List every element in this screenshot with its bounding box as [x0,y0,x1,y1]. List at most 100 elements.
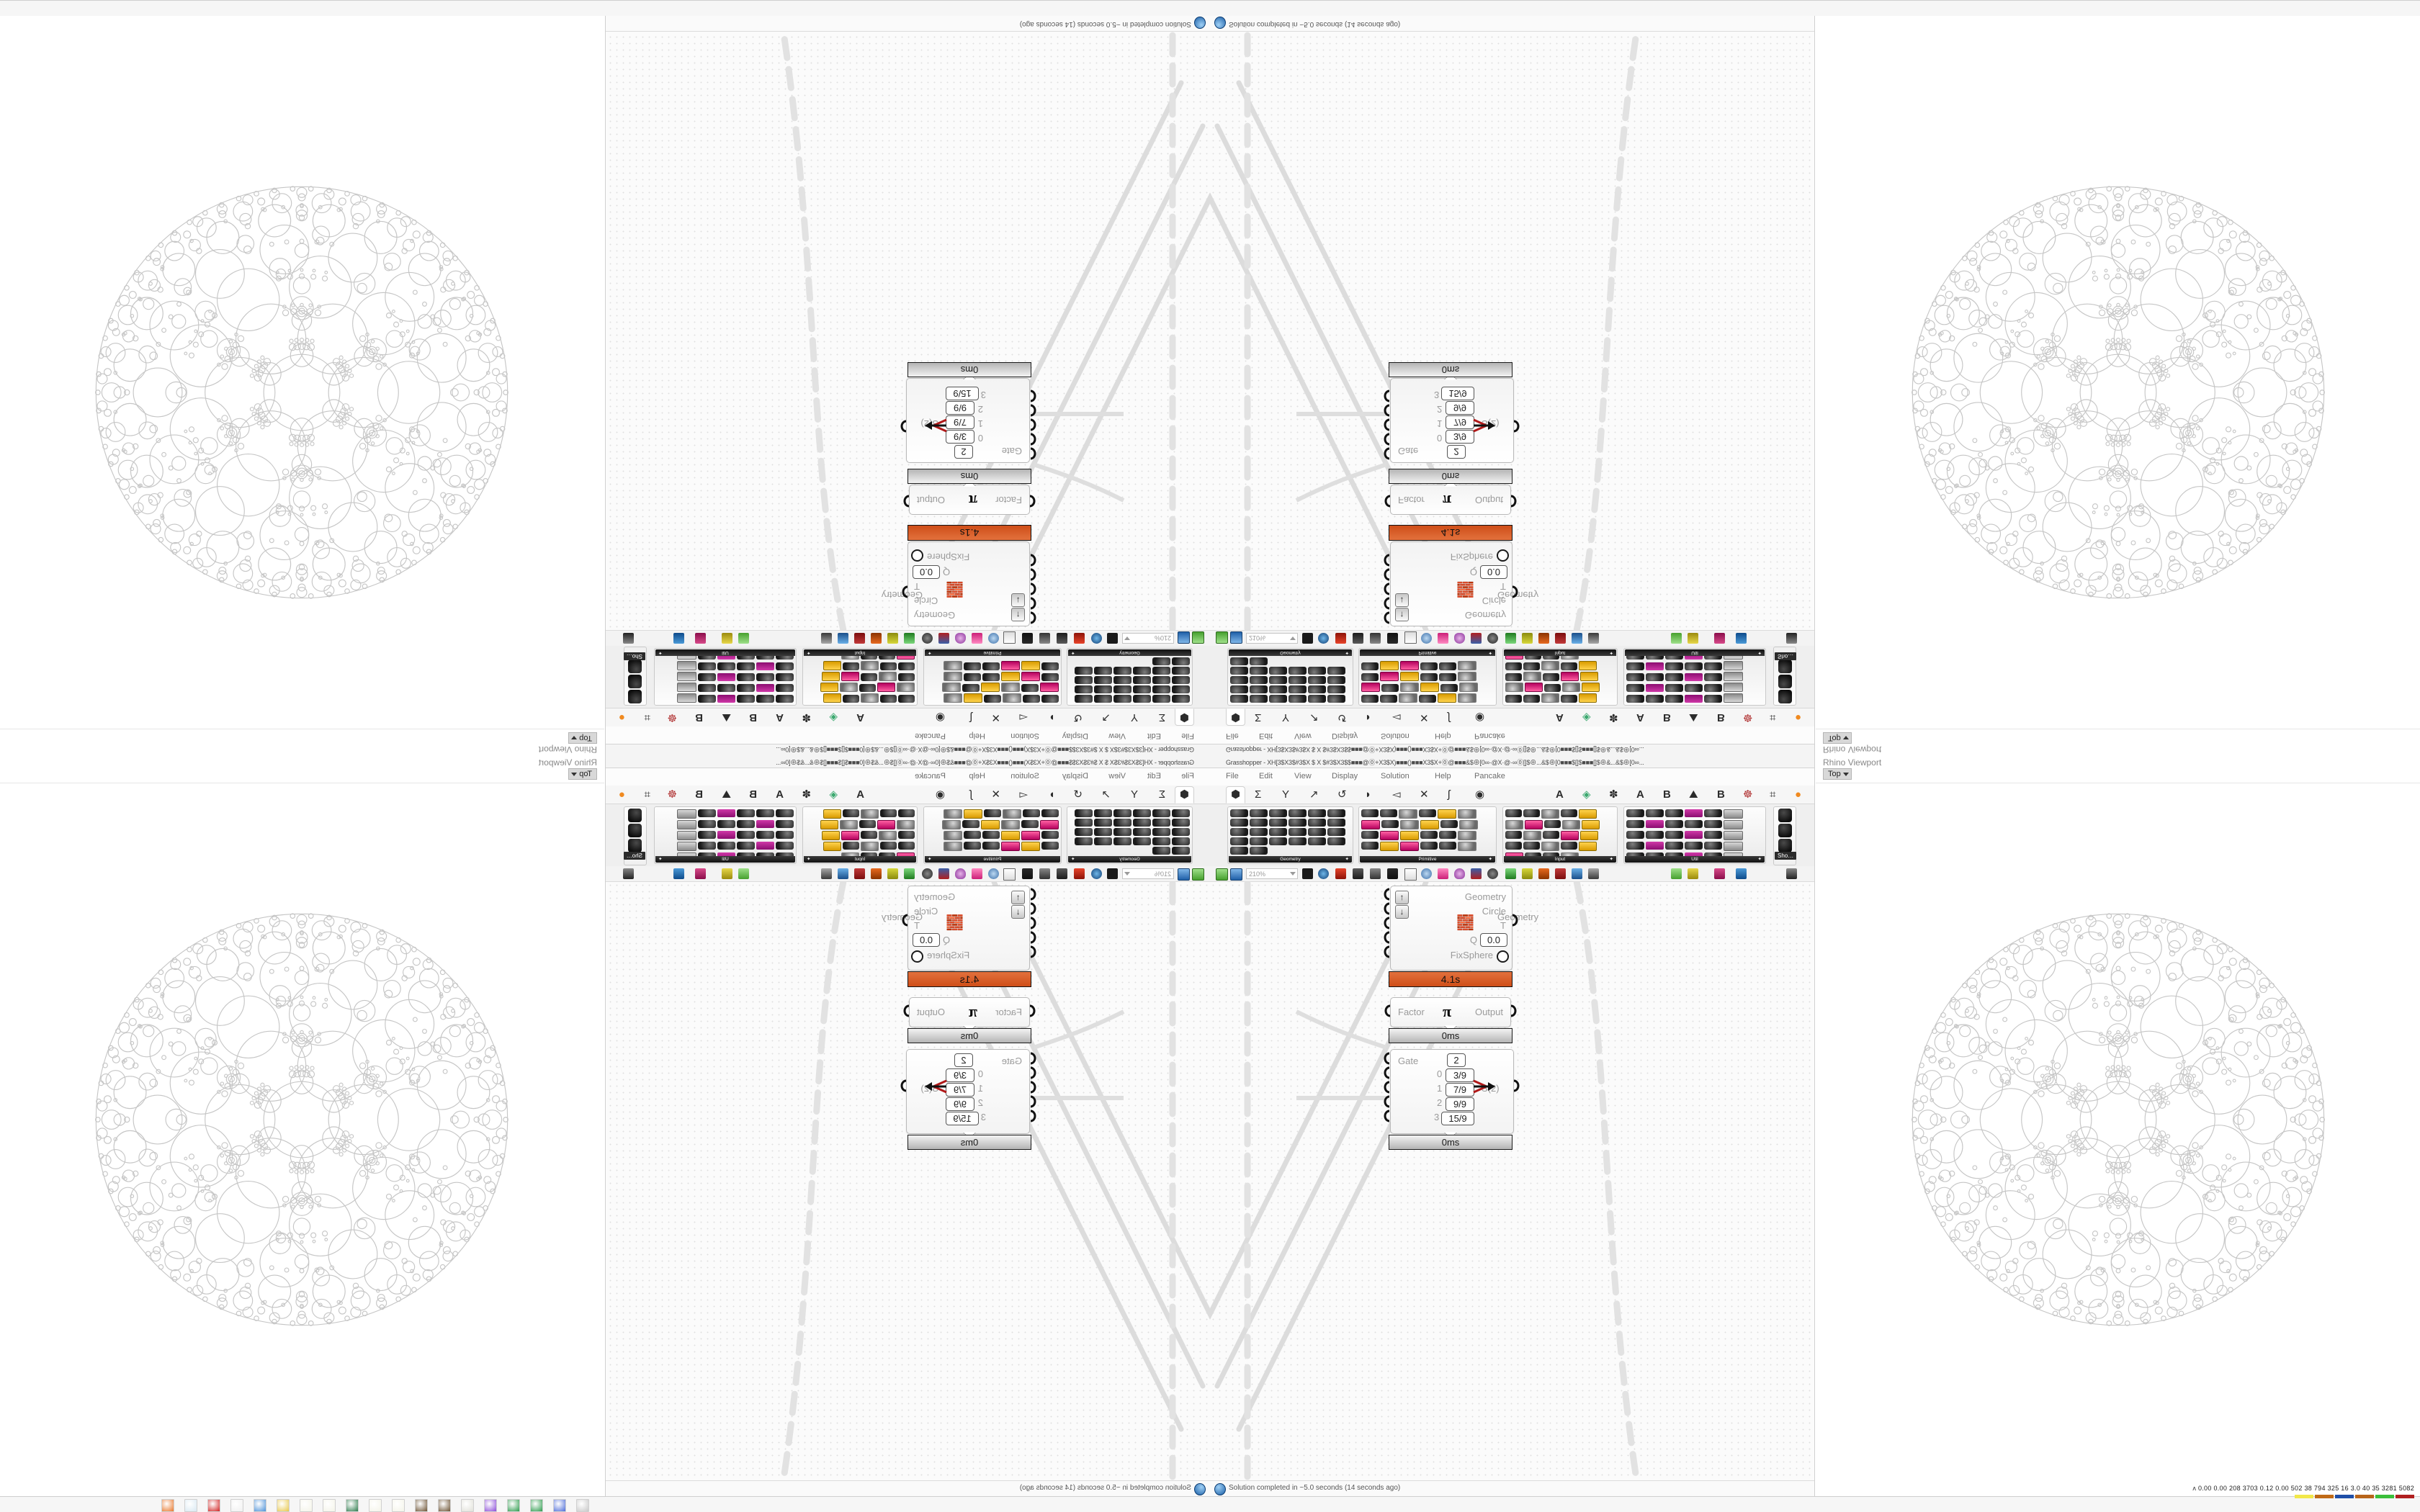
ribbon-tool-icon[interactable] [1133,667,1151,675]
ribbon-tool-icon[interactable] [1075,828,1093,836]
ribbon-tool-icon[interactable] [822,831,840,840]
ribbon-tool-icon[interactable] [1152,837,1170,845]
ribbon-tool-icon[interactable] [822,672,840,681]
ribbon-icon-bug[interactable]: ☸ [1743,788,1753,801]
output-port-gate[interactable] [897,417,908,433]
ribbon-tool-icon[interactable] [1094,685,1112,693]
ribbon-tool-icon[interactable] [1021,661,1040,670]
ribbon-tool-icon[interactable] [843,809,859,817]
ribbon-icon-cloud[interactable]: ✽ [1609,711,1618,724]
ribbon-tool-icon[interactable] [1269,809,1287,817]
ribbon-tool-icon[interactable] [1269,828,1287,836]
ribbon-tool-icon[interactable] [1459,683,1478,692]
ribbon-tool-icon[interactable] [1152,695,1170,703]
solve-time-bar[interactable]: 4.1s [908,525,1031,541]
ribbon-tool-icon[interactable] [1562,683,1580,692]
ribbon-tab-intersect-icon[interactable]: ✕ [991,711,1000,724]
ribbon-panel-primitive[interactable]: Primitive ✦ [1358,806,1497,864]
ribbon-tab-surface-icon[interactable]: ◗ [1365,788,1372,801]
ribbon-tool-icon[interactable] [776,662,794,670]
arrow-down-icon[interactable]: ↓ [1395,905,1409,919]
ribbon-tool-icon[interactable] [1724,683,1743,692]
ribbon-tool-icon[interactable] [1308,667,1326,675]
ribbon-icon-cloud[interactable]: ✽ [802,788,811,801]
output-port-circle[interactable] [1497,549,1509,562]
ribbon-tool-icon[interactable] [840,820,858,829]
ribbon-tool-icon[interactable] [1561,831,1579,840]
menu-item-display[interactable]: Display [1062,732,1088,740]
ribbon-tool-icon[interactable] [1665,673,1683,681]
ribbon-tool-icon[interactable] [1724,693,1743,703]
ribbon-tab-params-icon[interactable]: ⬢ [1174,786,1194,804]
ribbon-tool-icon[interactable] [944,693,962,703]
ribbon-tool-icon[interactable] [1626,684,1644,692]
ribbon-tool-icon[interactable] [1582,820,1600,829]
ribbon-tool-icon[interactable] [1380,695,1397,703]
ribbon-tool-icon[interactable] [1230,819,1248,827]
wire-display-icon[interactable] [1471,868,1482,879]
ribbon-tool-icon[interactable] [859,684,876,692]
bake-icon[interactable] [1074,868,1085,879]
goggles-blue-icon[interactable] [1778,690,1792,703]
tool-icon-4[interactable] [1555,868,1566,879]
ribbon-tab-vector-icon[interactable]: ↗ [1101,788,1111,801]
ribbon-tool-icon[interactable] [776,842,794,850]
ribbon-tool-icon[interactable] [964,673,981,681]
ribbon-tab-mesh-icon[interactable]: ◅ [1019,711,1028,724]
ribbon-tool-icon[interactable] [1075,695,1093,703]
new-doc-icon[interactable] [1404,631,1417,644]
ribbon-icon-b1[interactable]: B [749,711,757,724]
notepad-icon[interactable] [392,1499,405,1512]
search-icon[interactable] [1421,633,1432,644]
ribbon-tool-icon[interactable] [1580,831,1598,840]
panel-caption-geometry[interactable]: Geometry ✦ [1229,856,1352,863]
solve-time-bar[interactable]: 4.1s [1389,525,1512,541]
ribbon-tool-icon[interactable] [1626,673,1644,681]
ribbon-tool-icon[interactable] [717,842,735,850]
ribbon-tab-intersect-icon[interactable]: ✕ [991,788,1000,801]
ribbon-tool-icon[interactable] [1269,685,1287,693]
gate-entry-2[interactable]: 9/9 [1446,1097,1474,1111]
input-ports-gate[interactable] [1028,1052,1039,1133]
output-port-geometry[interactable] [1511,914,1521,928]
ribbon-tool-icon[interactable] [698,673,716,681]
ribbon-tool-icon[interactable] [1400,842,1419,851]
ribbon-tool-icon[interactable] [1152,685,1170,693]
ribbon-tool-icon[interactable] [1001,842,1020,851]
tool-icon-2[interactable] [1522,868,1533,879]
menu-item-solution[interactable]: Solution [1381,732,1410,740]
ribbon-panel-geometry[interactable]: Geometry ✦ [1067,806,1193,864]
ribbon-tool-icon[interactable] [964,831,981,839]
ribbon-tool-icon[interactable] [1561,672,1579,681]
firefox-icon[interactable] [161,1499,174,1512]
ribbon-icon-a2[interactable]: A [776,788,784,801]
gha-assemblies-icon[interactable] [1387,868,1398,879]
ribbon-tool-icon[interactable] [677,831,696,840]
ribbon-tool-icon[interactable] [1399,693,1417,703]
ribbon-tool-icon[interactable] [1420,683,1439,692]
ribbon-tool-icon[interactable] [1579,661,1597,670]
ribbon-tool-icon[interactable] [1525,683,1543,692]
ribbon-tool-icon[interactable] [1075,819,1093,827]
gha-assemblies-icon[interactable] [1022,633,1033,644]
ribbon-tool-icon[interactable] [756,809,774,817]
ribbon-tab-transform-icon[interactable]: ʃ [1448,788,1451,801]
ribbon-tool-icon[interactable] [1665,684,1683,692]
ribbon-tool-icon[interactable] [1704,842,1722,850]
ribbon-tool-icon[interactable] [1250,847,1268,855]
green-save-icon[interactable] [530,1499,543,1512]
ribbon-tool-icon[interactable] [1505,695,1522,703]
panel-caption-util[interactable]: Util ✦ [655,856,795,863]
ribbon-tool-icon[interactable] [1327,695,1345,703]
ribbon-icon-b1[interactable]: B [1663,788,1671,801]
ribbon-tool-icon[interactable] [1458,693,1476,703]
ribbon-panel-input[interactable]: Input ✦ [802,806,918,864]
grasshopper-canvas[interactable]: ↑ Geometry ↓ Circle T Q 0.0 [605,882,1210,1480]
ribbon-panel-geometry[interactable]: Geometry ✦ [1227,806,1353,864]
ribbon-panel-geometry[interactable]: Geometry ✦ [1227,648,1353,706]
ribbon-tool-icon[interactable] [1685,695,1703,703]
ribbon-tool-icon[interactable] [1308,819,1326,827]
ribbon-tab-transform-icon[interactable]: ʃ [969,711,972,724]
tool-icon-5[interactable] [838,868,848,879]
ribbon-tool-icon[interactable] [880,695,897,703]
